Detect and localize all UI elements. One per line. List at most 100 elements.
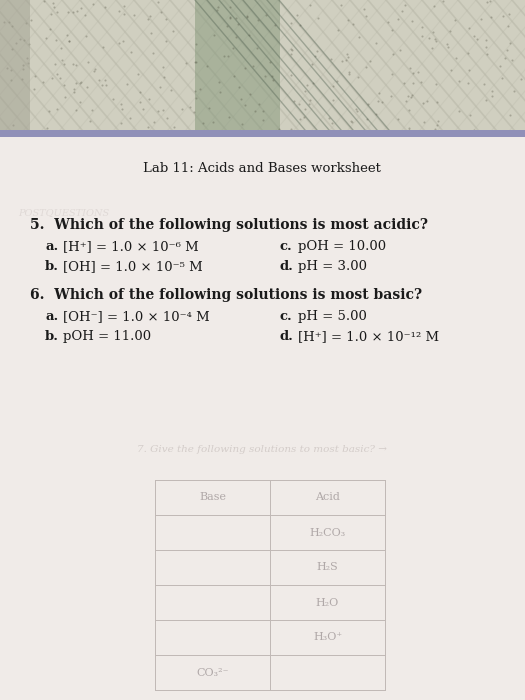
Point bbox=[404, 90, 412, 101]
Point bbox=[228, 42, 237, 53]
Point bbox=[506, 37, 514, 48]
Point bbox=[404, 105, 413, 116]
Point bbox=[254, 15, 262, 26]
Text: 6.  Which of the following solutions is most basic?: 6. Which of the following solutions is m… bbox=[30, 288, 422, 302]
Point bbox=[91, 64, 99, 75]
Text: POSTQUESTIONS: POSTQUESTIONS bbox=[18, 208, 109, 217]
Point bbox=[58, 54, 66, 65]
Point bbox=[361, 10, 370, 22]
Point bbox=[26, 15, 35, 26]
Bar bbox=[0, 130, 525, 137]
Point bbox=[337, 0, 345, 10]
Point bbox=[352, 104, 360, 115]
Point bbox=[496, 60, 505, 71]
Point bbox=[24, 57, 32, 69]
Point bbox=[271, 20, 279, 31]
Point bbox=[120, 0, 129, 11]
Text: d.: d. bbox=[280, 330, 294, 343]
Point bbox=[186, 102, 194, 113]
Point bbox=[214, 76, 223, 88]
Point bbox=[423, 96, 432, 107]
Point bbox=[444, 42, 452, 53]
Point bbox=[191, 57, 199, 68]
Point bbox=[414, 66, 423, 78]
Point bbox=[405, 122, 413, 133]
Point bbox=[275, 123, 283, 134]
Bar bbox=[0, 0, 30, 130]
Point bbox=[219, 51, 228, 62]
Point bbox=[483, 0, 491, 8]
Point bbox=[167, 85, 175, 96]
Point bbox=[40, 0, 48, 6]
Point bbox=[88, 104, 96, 116]
Point bbox=[155, 82, 164, 93]
Point bbox=[329, 94, 337, 106]
Point bbox=[102, 79, 110, 90]
Point bbox=[69, 84, 78, 95]
Point bbox=[334, 25, 342, 36]
Point bbox=[65, 35, 74, 46]
Point bbox=[432, 79, 440, 90]
Text: a.: a. bbox=[45, 240, 58, 253]
Point bbox=[53, 6, 61, 18]
Point bbox=[48, 72, 56, 83]
Point bbox=[306, 94, 314, 106]
Point bbox=[115, 37, 123, 48]
Point bbox=[406, 62, 414, 74]
Point bbox=[503, 45, 511, 56]
Point bbox=[477, 13, 485, 24]
Point bbox=[481, 94, 490, 106]
Point bbox=[163, 113, 171, 124]
Point bbox=[505, 9, 513, 20]
Point bbox=[430, 33, 439, 44]
Point bbox=[371, 38, 380, 49]
Text: pOH = 10.00: pOH = 10.00 bbox=[298, 240, 386, 253]
Point bbox=[418, 98, 427, 109]
Point bbox=[328, 118, 336, 129]
Point bbox=[363, 114, 372, 125]
Point bbox=[499, 10, 508, 22]
Point bbox=[18, 74, 26, 85]
Point bbox=[409, 68, 417, 79]
Point bbox=[22, 18, 30, 29]
Point bbox=[69, 7, 78, 18]
Point bbox=[479, 79, 488, 90]
Text: [H⁺] = 1.0 × 10⁻⁶ M: [H⁺] = 1.0 × 10⁻⁶ M bbox=[63, 240, 199, 253]
Point bbox=[135, 96, 144, 107]
Text: H₂CO₃: H₂CO₃ bbox=[309, 528, 345, 538]
Point bbox=[0, 17, 8, 28]
Point bbox=[83, 57, 92, 68]
Point bbox=[504, 21, 512, 32]
Point bbox=[160, 71, 168, 83]
Point bbox=[388, 69, 396, 80]
Point bbox=[118, 104, 127, 115]
Point bbox=[429, 0, 438, 11]
Point bbox=[71, 60, 80, 71]
Point bbox=[109, 94, 117, 105]
Text: pH = 5.00: pH = 5.00 bbox=[298, 310, 367, 323]
Point bbox=[89, 0, 97, 9]
Point bbox=[150, 116, 159, 127]
Point bbox=[464, 77, 473, 88]
Point bbox=[446, 26, 454, 37]
Point bbox=[433, 96, 441, 107]
Point bbox=[7, 74, 16, 85]
Text: c.: c. bbox=[280, 310, 293, 323]
Point bbox=[51, 35, 60, 46]
Point bbox=[237, 94, 245, 105]
Point bbox=[372, 108, 381, 120]
Point bbox=[95, 74, 103, 85]
Point bbox=[25, 38, 33, 50]
Point bbox=[425, 32, 433, 43]
Point bbox=[302, 80, 311, 91]
Point bbox=[333, 75, 341, 86]
Point bbox=[470, 31, 478, 42]
Point bbox=[199, 118, 207, 129]
Point bbox=[506, 110, 514, 121]
Point bbox=[225, 111, 234, 122]
Point bbox=[60, 79, 69, 90]
Point bbox=[192, 92, 201, 104]
Point bbox=[226, 1, 235, 13]
Point bbox=[191, 85, 199, 97]
Point bbox=[122, 78, 131, 90]
